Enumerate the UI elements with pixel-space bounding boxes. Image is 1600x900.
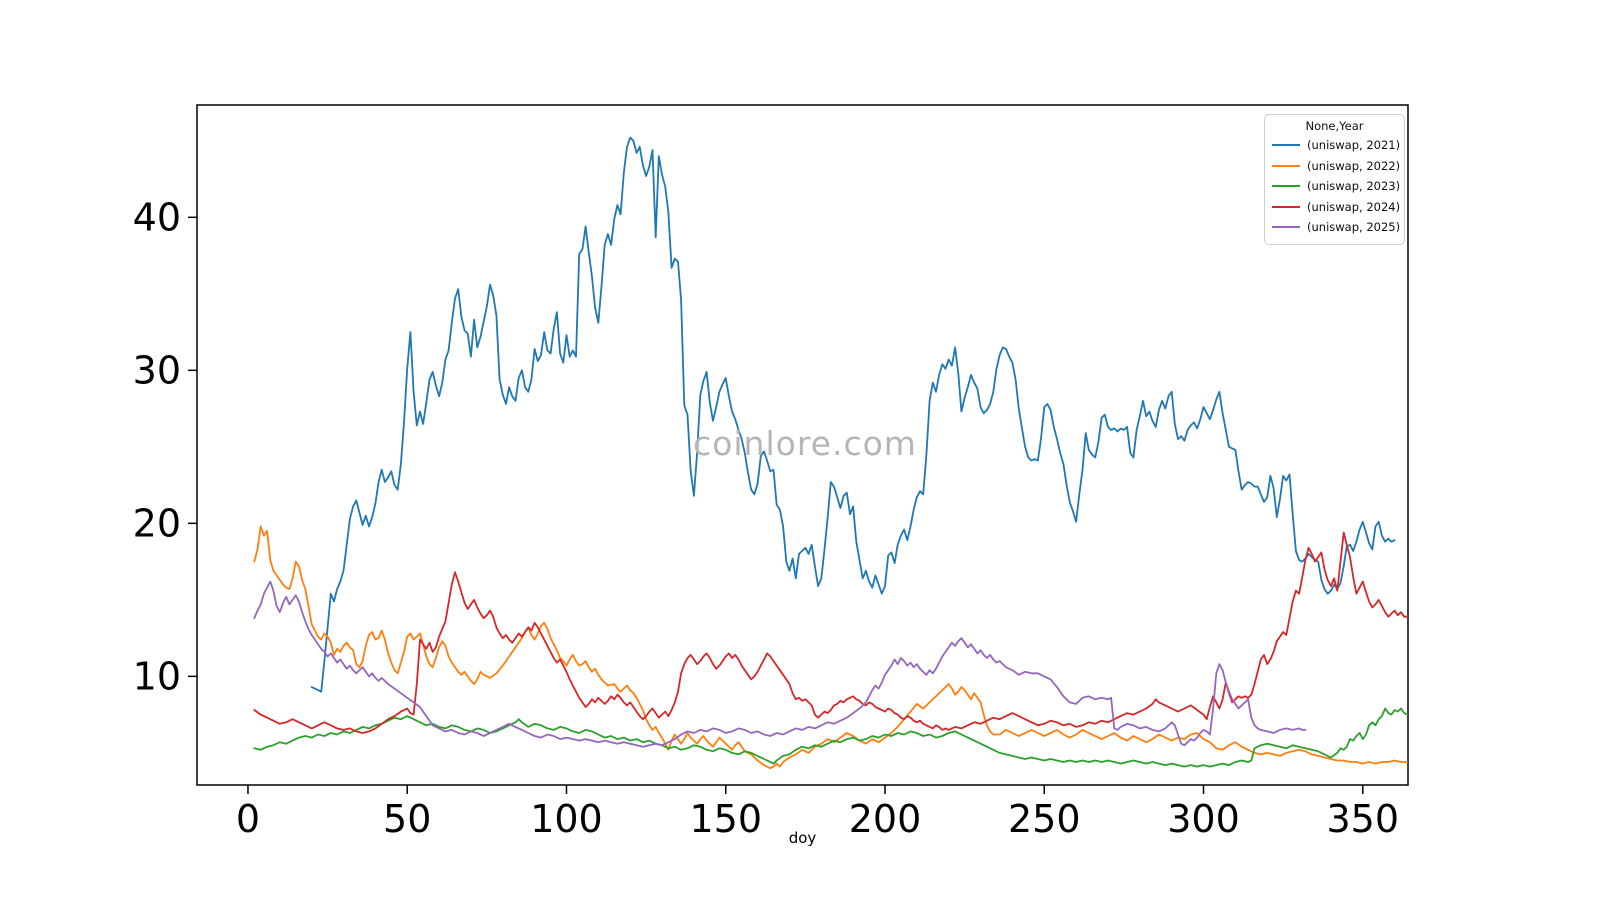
legend-item-2024: (uniswap, 2024) [1272,197,1401,218]
legend-item-2021: (uniswap, 2021) [1272,135,1401,156]
series-line-2023 [253,707,1409,768]
legend-swatch-line [1272,185,1300,188]
legend-item-2025: (uniswap, 2025) [1272,217,1401,238]
legend-item-label: (uniswap, 2022) [1307,158,1401,173]
x-tick-label: 350 [1327,797,1400,841]
x-tick-label: 250 [1008,797,1081,841]
y-tick-label: 40 [133,195,181,239]
watermark: coinlore.com [693,424,917,463]
legend-item-label: (uniswap, 2021) [1307,138,1401,153]
series-line-2025 [253,580,1307,748]
series-line-2022 [253,525,1409,770]
series-line-2024 [253,531,1409,734]
y-tick-label: 10 [133,654,181,698]
legend-swatch-line [1272,205,1300,208]
legend-item-label: (uniswap, 2023) [1307,179,1401,194]
legend-title: None,Year [1305,119,1364,133]
legend-item-label: (uniswap, 2024) [1307,199,1401,214]
x-tick-label: 50 [383,797,431,841]
legend-item-2023: (uniswap, 2023) [1272,176,1401,197]
legend-swatch-line [1272,144,1300,147]
x-tick-label: 0 [236,797,260,841]
plot-area [196,104,1409,786]
x-tick-label: 300 [1167,797,1240,841]
legend-swatch-line [1272,226,1300,229]
series-line-2021 [310,136,1396,693]
legend-item-2022: (uniswap, 2022) [1272,156,1401,177]
y-tick-label: 20 [133,501,181,545]
x-axis-label: doy [788,829,817,847]
legend-swatch-line [1272,164,1300,167]
x-tick-label: 150 [689,797,762,841]
x-tick-label: 100 [530,797,603,841]
x-tick-label: 200 [849,797,922,841]
y-tick-label: 30 [133,348,181,392]
legend-items: (uniswap, 2021) (uniswap, 2022) (uniswap, … [1272,135,1401,238]
legend-item-label: (uniswap, 2025) [1307,220,1401,235]
legend: None,Year (uniswap, 2021) (uniswap, 2022)… [1264,114,1405,245]
